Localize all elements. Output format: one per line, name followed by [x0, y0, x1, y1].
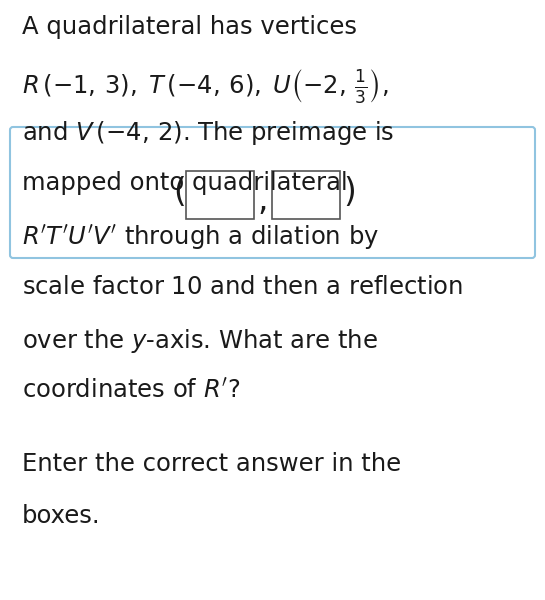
Text: boxes.: boxes. — [22, 504, 101, 528]
Text: coordinates of $R'$?: coordinates of $R'$? — [22, 379, 240, 403]
FancyBboxPatch shape — [185, 171, 253, 219]
Text: mapped onto quadrilateral: mapped onto quadrilateral — [22, 171, 348, 195]
Text: scale factor $10$ and then a reflection: scale factor $10$ and then a reflection — [22, 275, 463, 299]
Text: over the $y$-axis. What are the: over the $y$-axis. What are the — [22, 327, 378, 355]
Text: and $V\,(-4,\,2)$. The preimage is: and $V\,(-4,\,2)$. The preimage is — [22, 119, 394, 147]
Text: $R'T'U'V'$ through a dilation by: $R'T'U'V'$ through a dilation by — [22, 223, 379, 252]
Text: $R\,(-1,\,3),\;T\,(-4,\,6),\;U\left(-2,\,\frac{1}{3}\right),$: $R\,(-1,\,3),\;T\,(-4,\,6),\;U\left(-2,\… — [22, 67, 389, 105]
Text: Enter the correct answer in the: Enter the correct answer in the — [22, 452, 401, 476]
Text: A quadrilateral has vertices: A quadrilateral has vertices — [22, 15, 357, 39]
Text: ): ) — [343, 176, 356, 209]
FancyBboxPatch shape — [10, 127, 535, 258]
Text: (: ( — [173, 176, 186, 209]
Text: ,: , — [257, 185, 268, 217]
FancyBboxPatch shape — [271, 171, 340, 219]
